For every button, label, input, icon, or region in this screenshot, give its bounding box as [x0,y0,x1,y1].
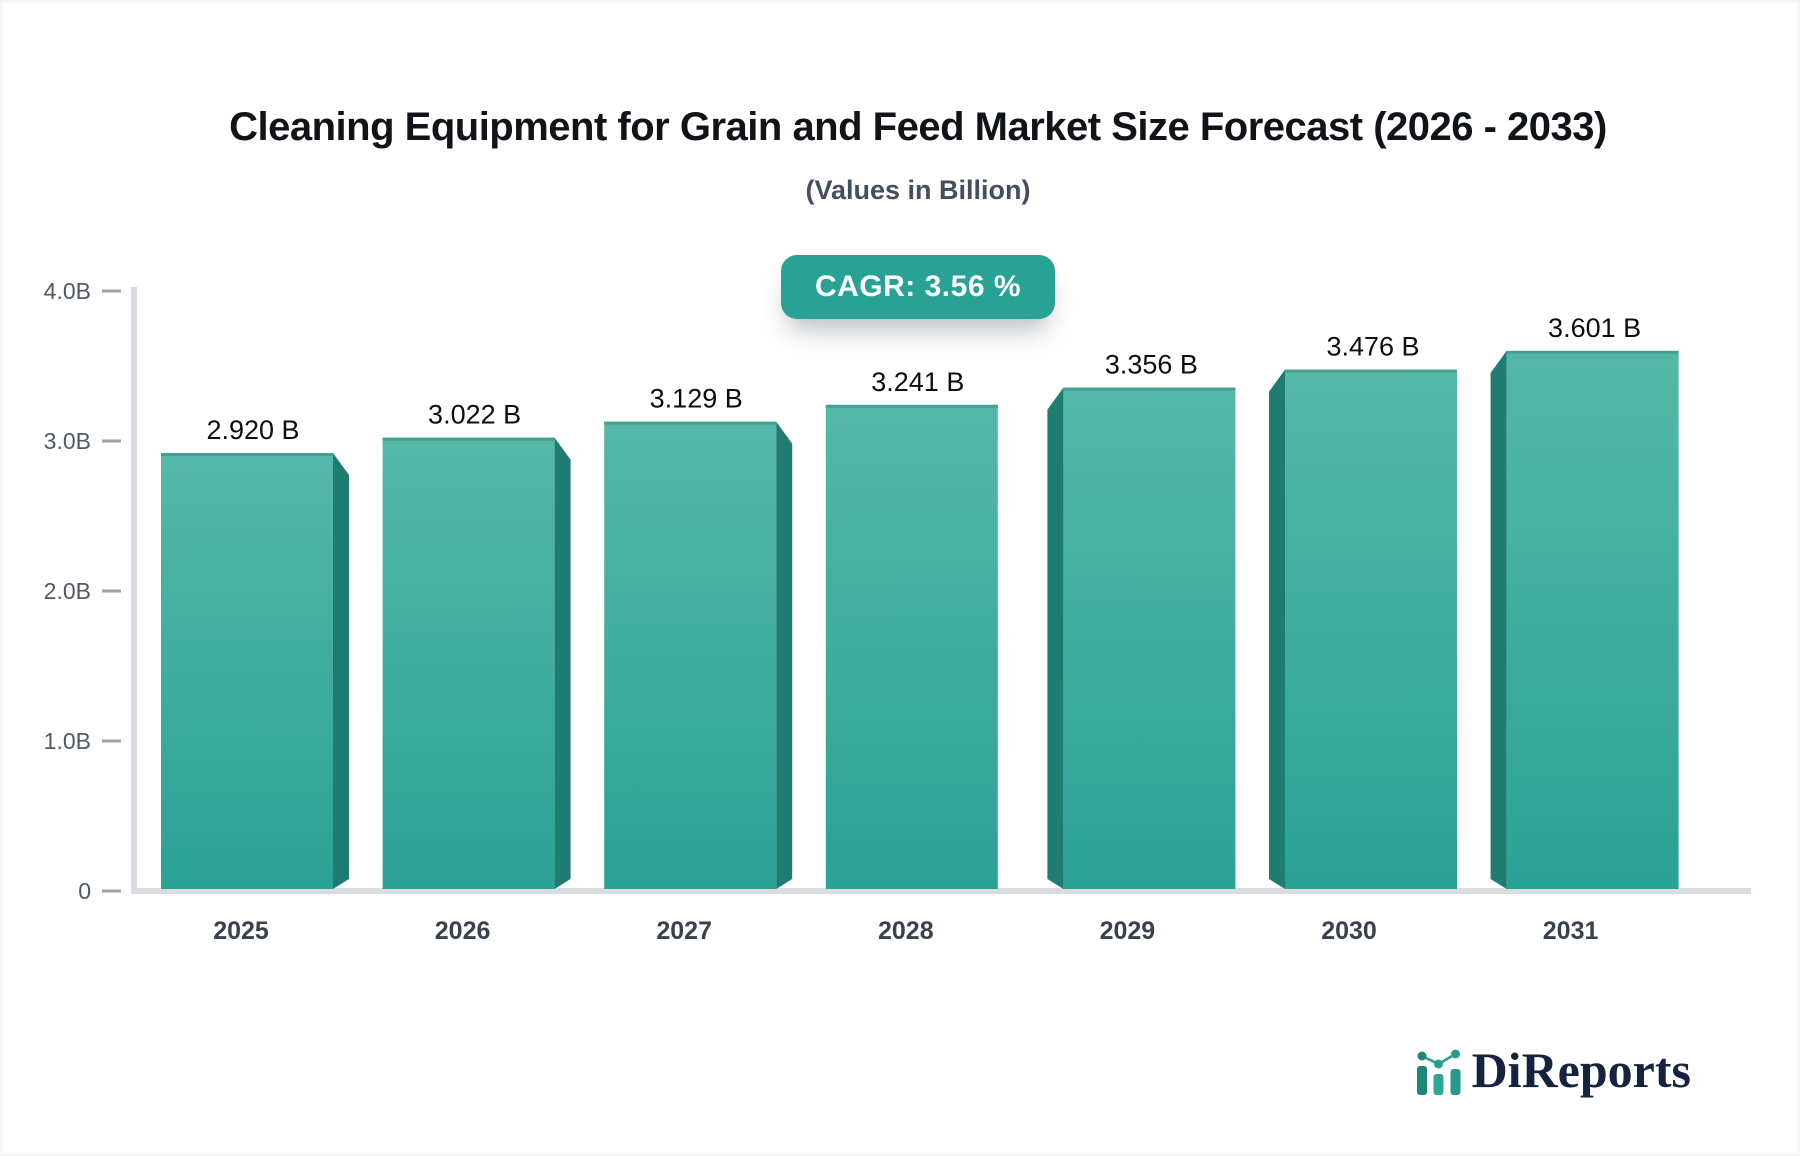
y-axis-label: 2.0B [44,578,91,604]
bar-side-face [1490,350,1507,890]
y-axis-tick [102,739,121,743]
y-axis-label: 0 [78,878,91,904]
bar-side-face [554,437,571,889]
y-axis-label: 4.0B [44,278,91,304]
y-axis-tick [102,889,121,893]
bar-top-edge [825,404,998,408]
bar-value-label: 2.920 B [206,415,299,445]
x-axis-line [131,888,1751,894]
bar-2030 [1285,369,1457,890]
bar-value-label: 3.241 B [871,367,964,397]
y-axis-line [131,287,137,894]
chart-subtitle: (Values in Billion) [805,175,1031,205]
cagr-badge: CAGR: 3.56 % [780,255,1056,319]
bar-side-face [1047,387,1064,889]
bar-value-label: 3.356 B [1105,350,1198,380]
y-axis-tick [102,589,121,593]
y-axis-label: 3.0B [44,428,91,454]
x-axis-label: 2030 [1321,917,1377,945]
bar-top-edge [604,421,777,425]
x-axis-label: 2029 [1100,917,1156,945]
bar-chart-svg: 0 1.0B 2.0B 3.0B 4.0B 2.920 B 2025 3.022 B 2026 3… [44,278,1751,945]
bar-2029 [1063,387,1236,889]
y-axis-tick [102,439,121,443]
x-axis-label: 2025 [213,917,269,945]
x-axis-label: 2026 [435,917,491,945]
bar-value-label: 3.601 B [1548,313,1641,343]
mini-bar-chart-logo-icon [1416,1049,1461,1095]
bar-2028 [825,404,998,889]
bar-value-label: 3.129 B [650,384,743,414]
bar-value-label: 3.022 B [428,400,521,430]
bar-side-face [333,453,349,889]
bar-top-edge [382,437,555,441]
bar-2026 [382,437,555,889]
bar-top-edge [1063,387,1236,391]
brand-name: DiReports [1471,1042,1691,1098]
bar-top-edge [161,453,333,456]
x-axis-label: 2027 [656,917,712,945]
y-axis-label: 1.0B [44,728,91,754]
x-axis-label: 2031 [1543,917,1599,945]
brand-logo: DiReports [1415,1043,1691,1095]
bar-2031 [1506,350,1679,890]
y-axis-tick [102,289,121,293]
bar-2027 [604,421,777,889]
x-axis-label: 2028 [878,917,934,945]
bar-side-face [1269,369,1285,890]
bar-value-label: 3.476 B [1326,332,1419,362]
bar-top-edge [1285,369,1457,373]
bar-top-edge [1506,350,1679,354]
bar-side-face [776,421,793,889]
chart-title: Cleaning Equipment for Grain and Feed Ma… [229,105,1607,149]
bar-2025 [161,453,333,889]
cagr-badge-row: CAGR: 3.56 % [39,255,1797,319]
